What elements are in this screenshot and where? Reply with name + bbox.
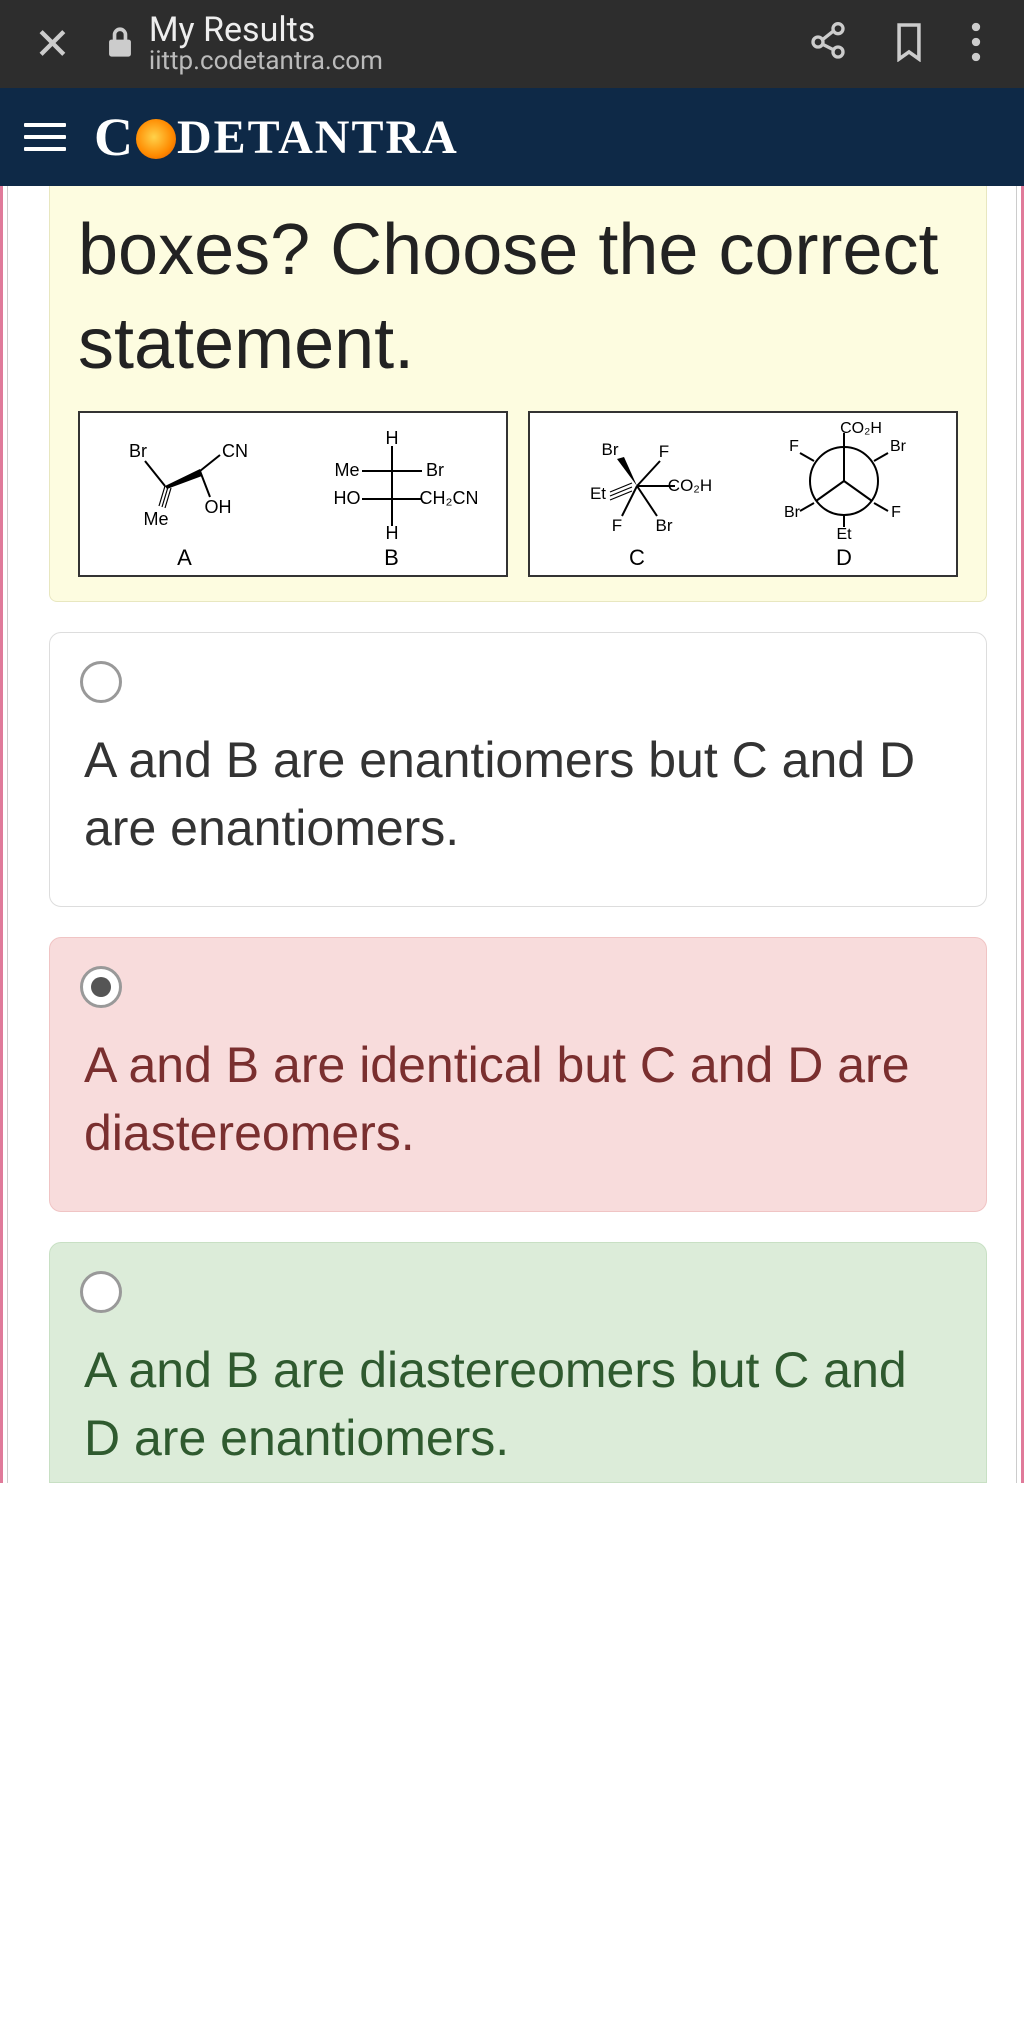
content-area: boxes? Choose the correct statement. [9, 186, 1015, 1483]
molecule-d: CO₂H F Br Br F Et D [764, 421, 924, 571]
svg-text:Et: Et [590, 484, 606, 503]
option-2-text: A and B are identical but C and D are di… [84, 1032, 952, 1167]
more-icon[interactable] [948, 22, 1004, 66]
svg-text:H: H [385, 523, 398, 541]
svg-text:F: F [659, 442, 669, 461]
share-icon[interactable] [786, 22, 870, 66]
menu-icon[interactable] [24, 115, 66, 159]
option-1[interactable]: A and B are enantiomers but C and D are … [49, 632, 987, 907]
radio-icon[interactable] [80, 1271, 122, 1313]
molecule-a: Br CN Me OH A [110, 431, 260, 571]
svg-text:HO: HO [333, 488, 360, 508]
option-1-text: A and B are enantiomers but C and D are … [84, 727, 952, 862]
svg-text:F: F [891, 504, 901, 521]
option-3[interactable]: A and B are diastereomers but C and D ar… [49, 1242, 987, 1483]
svg-text:F: F [612, 516, 622, 535]
svg-text:Br: Br [602, 440, 619, 459]
option-3-text: A and B are diastereomers but C and D ar… [84, 1337, 952, 1472]
molecule-b-label: B [384, 545, 399, 571]
lock-icon [105, 25, 135, 63]
molecule-b: H Me Br HO CH₂CN H B [307, 431, 477, 571]
molecule-c-label: C [629, 545, 645, 571]
svg-text:CN: CN [222, 441, 248, 461]
sun-icon [136, 119, 176, 159]
browser-bar: ✕ My Results iittp.codetantra.com [0, 0, 1024, 88]
svg-text:Br: Br [784, 504, 801, 521]
page-title-block: My Results iittp.codetantra.com [149, 13, 786, 76]
molecule-box-cd: Br F Et CO₂H F Br C [528, 411, 958, 577]
brand-pre: C [94, 106, 135, 168]
brand-logo: C DETANTRA [94, 106, 459, 168]
option-2[interactable]: A and B are identical but C and D are di… [49, 937, 987, 1212]
page-title: My Results [149, 13, 786, 47]
svg-text:CH₂CN: CH₂CN [419, 488, 476, 508]
molecule-a-label: A [177, 545, 192, 571]
svg-text:Br: Br [656, 516, 673, 535]
svg-text:Me: Me [334, 460, 359, 480]
molecule-box-ab: Br CN Me OH A H [78, 411, 508, 577]
question-box: boxes? Choose the correct statement. [49, 186, 987, 602]
svg-text:Me: Me [143, 509, 168, 529]
svg-text:H: H [385, 431, 398, 448]
molecule-d-label: D [836, 545, 852, 571]
question-text: boxes? Choose the correct statement. [78, 204, 958, 391]
molecule-diagram-row: Br CN Me OH A H [78, 411, 958, 577]
svg-text:Et: Et [836, 526, 852, 541]
svg-text:Br: Br [890, 438, 907, 455]
app-header: C DETANTRA [0, 88, 1024, 186]
svg-text:CO₂H: CO₂H [668, 476, 712, 495]
brand-post: DETANTRA [177, 110, 459, 165]
page-url: iittp.codetantra.com [149, 47, 786, 76]
radio-icon[interactable] [80, 966, 122, 1008]
bookmark-icon[interactable] [870, 22, 948, 66]
close-icon[interactable]: ✕ [20, 18, 85, 70]
svg-text:F: F [789, 438, 799, 455]
svg-text:Br: Br [129, 441, 147, 461]
radio-icon[interactable] [80, 661, 122, 703]
svg-text:Br: Br [426, 460, 444, 480]
molecule-c: Br F Et CO₂H F Br C [562, 431, 712, 571]
svg-text:CO₂H: CO₂H [840, 421, 882, 437]
svg-text:OH: OH [204, 497, 231, 517]
